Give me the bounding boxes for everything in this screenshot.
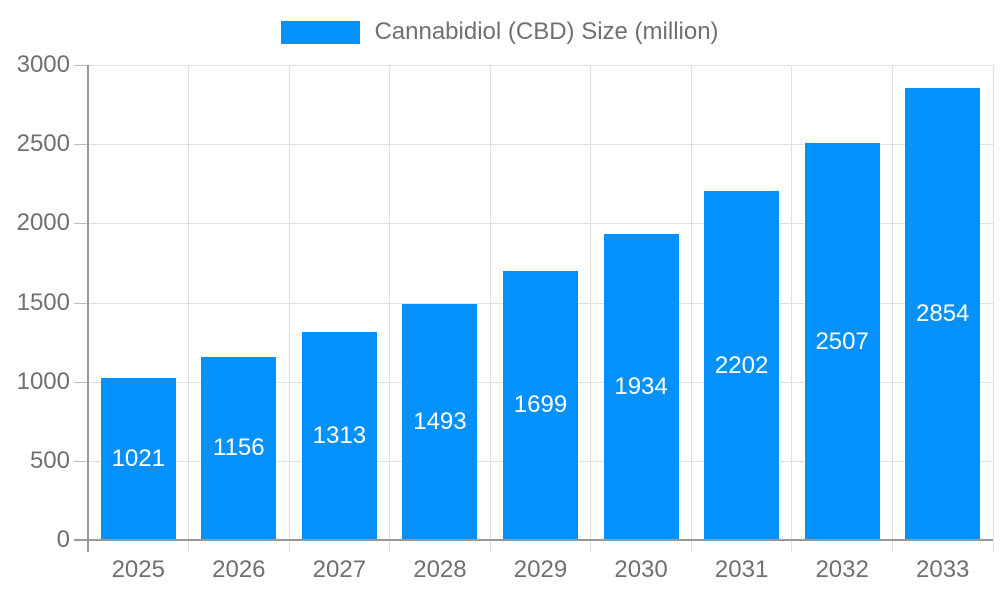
h-gridline bbox=[88, 144, 993, 146]
x-tick-label: 2026 bbox=[212, 556, 266, 583]
bar-2032[interactable]: 2507 bbox=[804, 143, 880, 540]
bar-2031[interactable]: 2202 bbox=[704, 191, 780, 540]
bar-2028[interactable]: 1493 bbox=[402, 303, 478, 540]
v-gridline bbox=[188, 65, 190, 552]
y-axis-tick bbox=[74, 460, 88, 462]
y-axis-tick bbox=[74, 302, 88, 304]
y-axis-line bbox=[87, 65, 89, 552]
bar-value-label: 2854 bbox=[916, 300, 970, 328]
bar-2030[interactable]: 1934 bbox=[603, 233, 679, 540]
y-axis-tick bbox=[74, 223, 88, 225]
bar-value-label: 1699 bbox=[513, 391, 568, 419]
bar-value-label: 1493 bbox=[413, 407, 467, 435]
y-tick-label: 3000 bbox=[16, 51, 70, 78]
v-gridline bbox=[590, 65, 592, 552]
bar-value-label: 1934 bbox=[614, 372, 668, 400]
bar-value-label: 2507 bbox=[815, 327, 869, 355]
bar-value-label: 1021 bbox=[111, 445, 165, 473]
bar-value-label: 1313 bbox=[312, 422, 367, 450]
legend: Cannabidiol (CBD) Size (million) bbox=[0, 18, 1000, 46]
v-gridline bbox=[992, 65, 994, 552]
x-tick-label: 2031 bbox=[714, 556, 769, 583]
v-gridline bbox=[489, 65, 491, 552]
bar-2033[interactable]: 2854 bbox=[905, 88, 981, 540]
v-gridline bbox=[389, 65, 391, 552]
y-axis-tick bbox=[74, 144, 88, 146]
bar-2025[interactable]: 1021 bbox=[100, 378, 176, 540]
legend-label[interactable]: Cannabidiol (CBD) Size (million) bbox=[374, 18, 719, 45]
x-axis-line bbox=[74, 539, 993, 541]
bar-value-label: 2202 bbox=[714, 351, 769, 379]
bar-2027[interactable]: 1313 bbox=[301, 332, 377, 540]
x-tick-label: 2028 bbox=[413, 556, 467, 583]
legend-swatch[interactable] bbox=[281, 20, 361, 44]
x-tick-label: 2025 bbox=[111, 556, 165, 583]
y-tick-label: 0 bbox=[56, 526, 70, 553]
y-axis-tick bbox=[74, 381, 88, 383]
y-tick-label: 2500 bbox=[16, 130, 70, 158]
h-gridline bbox=[88, 223, 993, 225]
x-tick-label: 2027 bbox=[312, 556, 367, 583]
y-tick-label: 500 bbox=[29, 446, 70, 474]
x-tick-label: 2030 bbox=[614, 556, 668, 583]
v-gridline bbox=[891, 65, 893, 552]
y-tick-label: 1000 bbox=[16, 367, 70, 395]
v-gridline bbox=[791, 65, 793, 552]
plot-area: 1021 1156 1313 1493 1699 1934 2202 2507 2854 bbox=[88, 65, 994, 552]
v-gridline bbox=[288, 65, 290, 552]
y-axis-tick bbox=[74, 65, 88, 66]
x-tick-label: 2029 bbox=[513, 556, 568, 583]
h-gridline bbox=[88, 65, 993, 66]
bar-2029[interactable]: 1699 bbox=[503, 270, 578, 540]
y-tick-label: 1500 bbox=[16, 288, 70, 316]
x-tick-label: 2033 bbox=[916, 556, 970, 583]
x-tick-label: 2032 bbox=[815, 556, 869, 583]
bar-value-label: 1156 bbox=[213, 434, 265, 462]
v-gridline bbox=[690, 65, 692, 552]
bar-2026[interactable]: 1156 bbox=[201, 356, 277, 540]
y-tick-label: 2000 bbox=[16, 209, 70, 237]
